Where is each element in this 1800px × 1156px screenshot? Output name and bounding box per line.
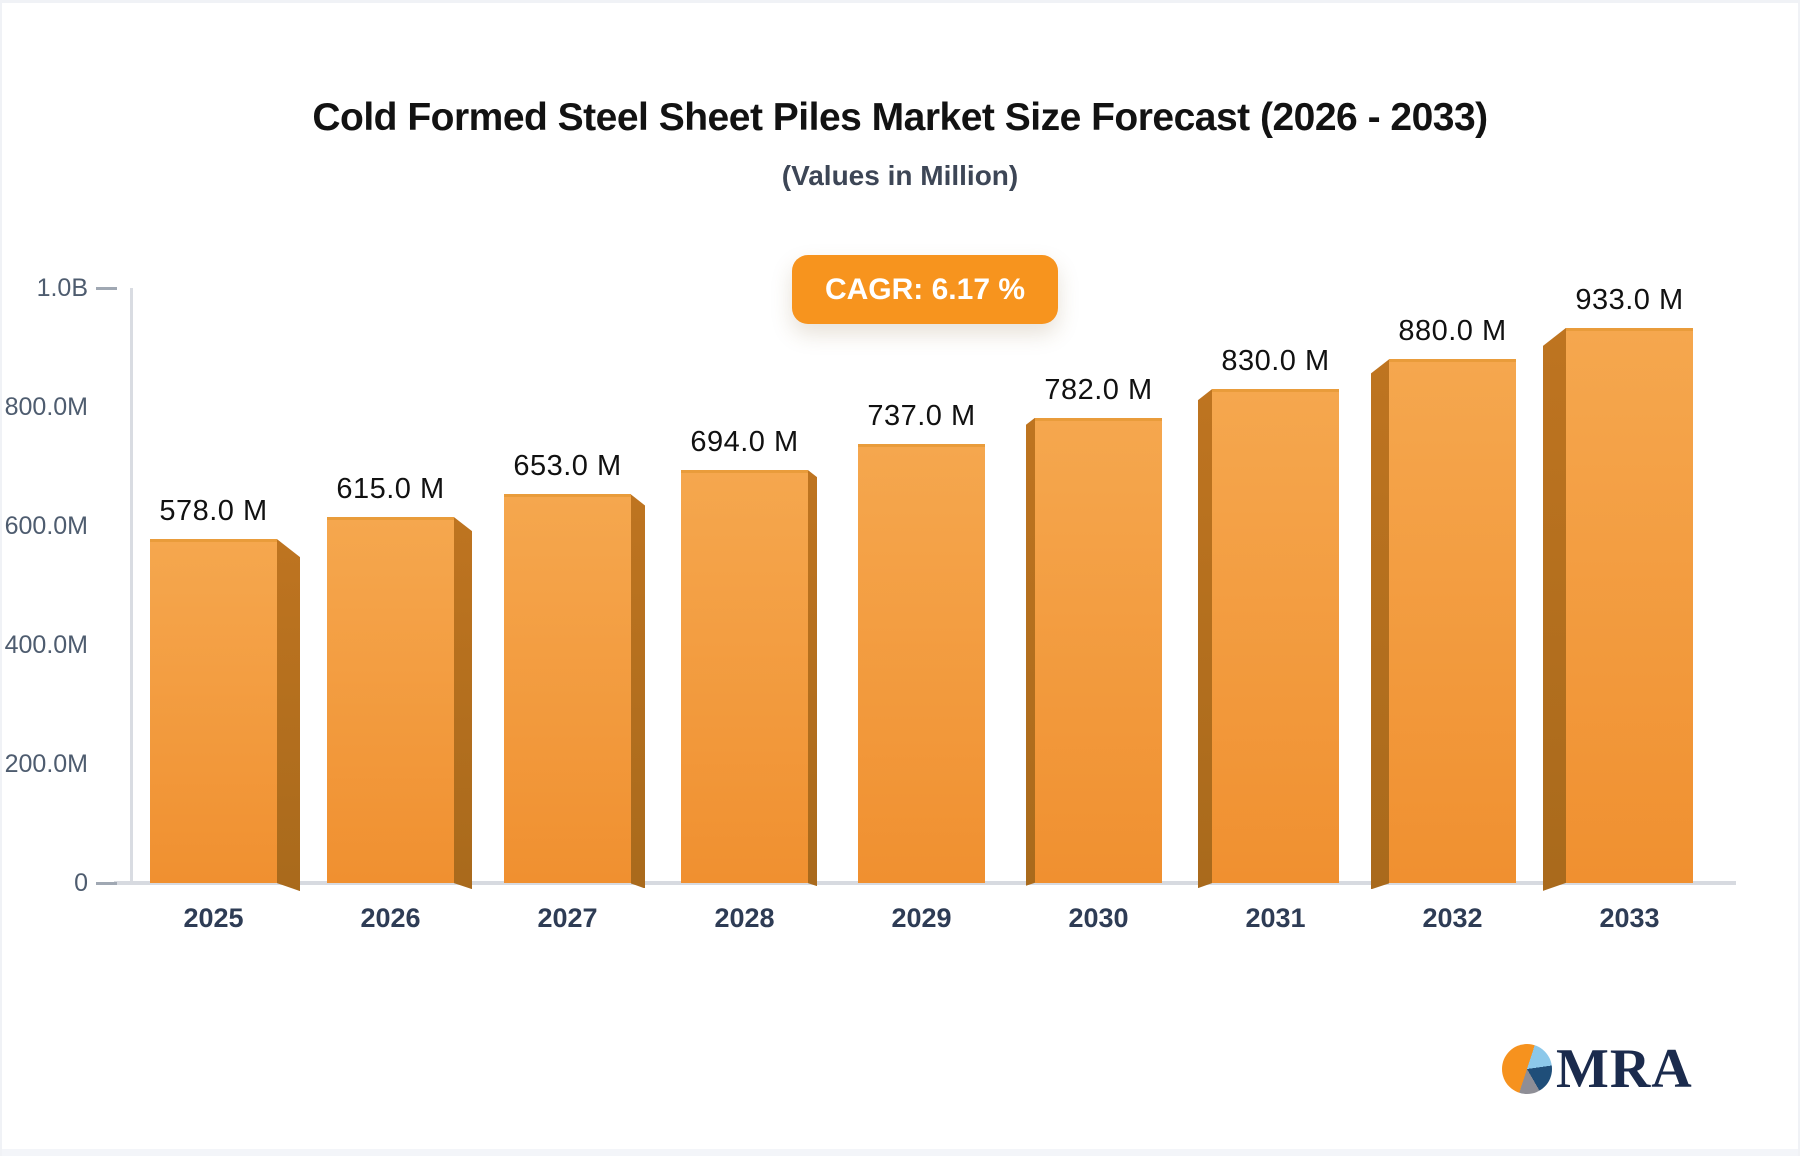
frame-top-edge (0, 0, 1800, 3)
frame-bottom-edge (0, 1149, 1800, 1156)
chart-title: Cold Formed Steel Sheet Piles Market Siz… (312, 96, 1488, 139)
x-axis-label-2030: 2030 (1068, 903, 1129, 933)
y-axis-tick (96, 286, 117, 290)
bar-value-label: 782.0 M (1044, 373, 1153, 406)
bar-value-label: 615.0 M (336, 473, 445, 506)
bar-side-face-2030 (1026, 417, 1035, 886)
bar-2033[interactable] (1566, 327, 1693, 883)
y-axis-label: 400.0M (4, 631, 88, 659)
x-axis-label-2029: 2029 (891, 903, 952, 933)
x-axis-label-2027: 2027 (537, 903, 598, 933)
y-axis-label: 600.0M (4, 512, 88, 540)
x-axis-label-2026: 2026 (360, 903, 421, 933)
bar-side-face-2026 (454, 517, 472, 890)
bar-2030[interactable] (1035, 417, 1162, 883)
cagr-badge: CAGR: 6.17 % (792, 255, 1058, 324)
x-axis-label-2028: 2028 (714, 903, 775, 933)
bar-value-label: 933.0 M (1575, 283, 1684, 316)
bar-side-face-2033 (1543, 327, 1566, 891)
bar-side-face-2028 (808, 470, 817, 887)
bar-value-label: 578.0 M (159, 495, 268, 528)
x-axis-label-2033: 2033 (1599, 903, 1660, 933)
x-axis-label-2025: 2025 (183, 903, 244, 933)
logo-text: MRA (1556, 1038, 1693, 1100)
bar-2027[interactable] (504, 494, 631, 883)
bar-side-face-2025 (277, 539, 300, 892)
frame-left-edge (0, 0, 2, 1156)
pie-chart-logo-icon (1502, 1044, 1552, 1094)
x-axis-label-2032: 2032 (1422, 903, 1483, 933)
bar-value-label: 653.0 M (513, 450, 622, 483)
x-axis-label-2031: 2031 (1245, 903, 1306, 933)
bar-side-face-2032 (1371, 359, 1389, 890)
bar-value-label: 830.0 M (1221, 345, 1330, 378)
bar-2031[interactable] (1212, 389, 1339, 883)
bar-2032[interactable] (1389, 359, 1516, 883)
frame-right-edge (1798, 0, 1800, 1156)
y-axis-label: 800.0M (4, 393, 88, 421)
y-axis-label: 0 (74, 869, 88, 897)
bar-value-label: 737.0 M (867, 400, 976, 433)
bar-side-face-2027 (631, 494, 645, 889)
mra-logo: MRA (1502, 1036, 1732, 1102)
bar-2028[interactable] (681, 470, 808, 883)
y-axis-label: 1.0B (36, 274, 88, 302)
y-axis-tick (96, 881, 117, 885)
bar-value-label: 880.0 M (1398, 315, 1507, 348)
bar-value-label: 694.0 M (690, 426, 799, 459)
y-axis-line (130, 288, 133, 885)
bar-2025[interactable] (150, 539, 277, 883)
bar-2029[interactable] (858, 444, 985, 883)
bar-2026[interactable] (327, 517, 454, 883)
x-axis-line (114, 881, 1736, 885)
chart-subtitle: (Values in Million) (781, 160, 1019, 191)
y-axis-label: 200.0M (4, 750, 88, 778)
bar-side-face-2031 (1198, 389, 1212, 889)
